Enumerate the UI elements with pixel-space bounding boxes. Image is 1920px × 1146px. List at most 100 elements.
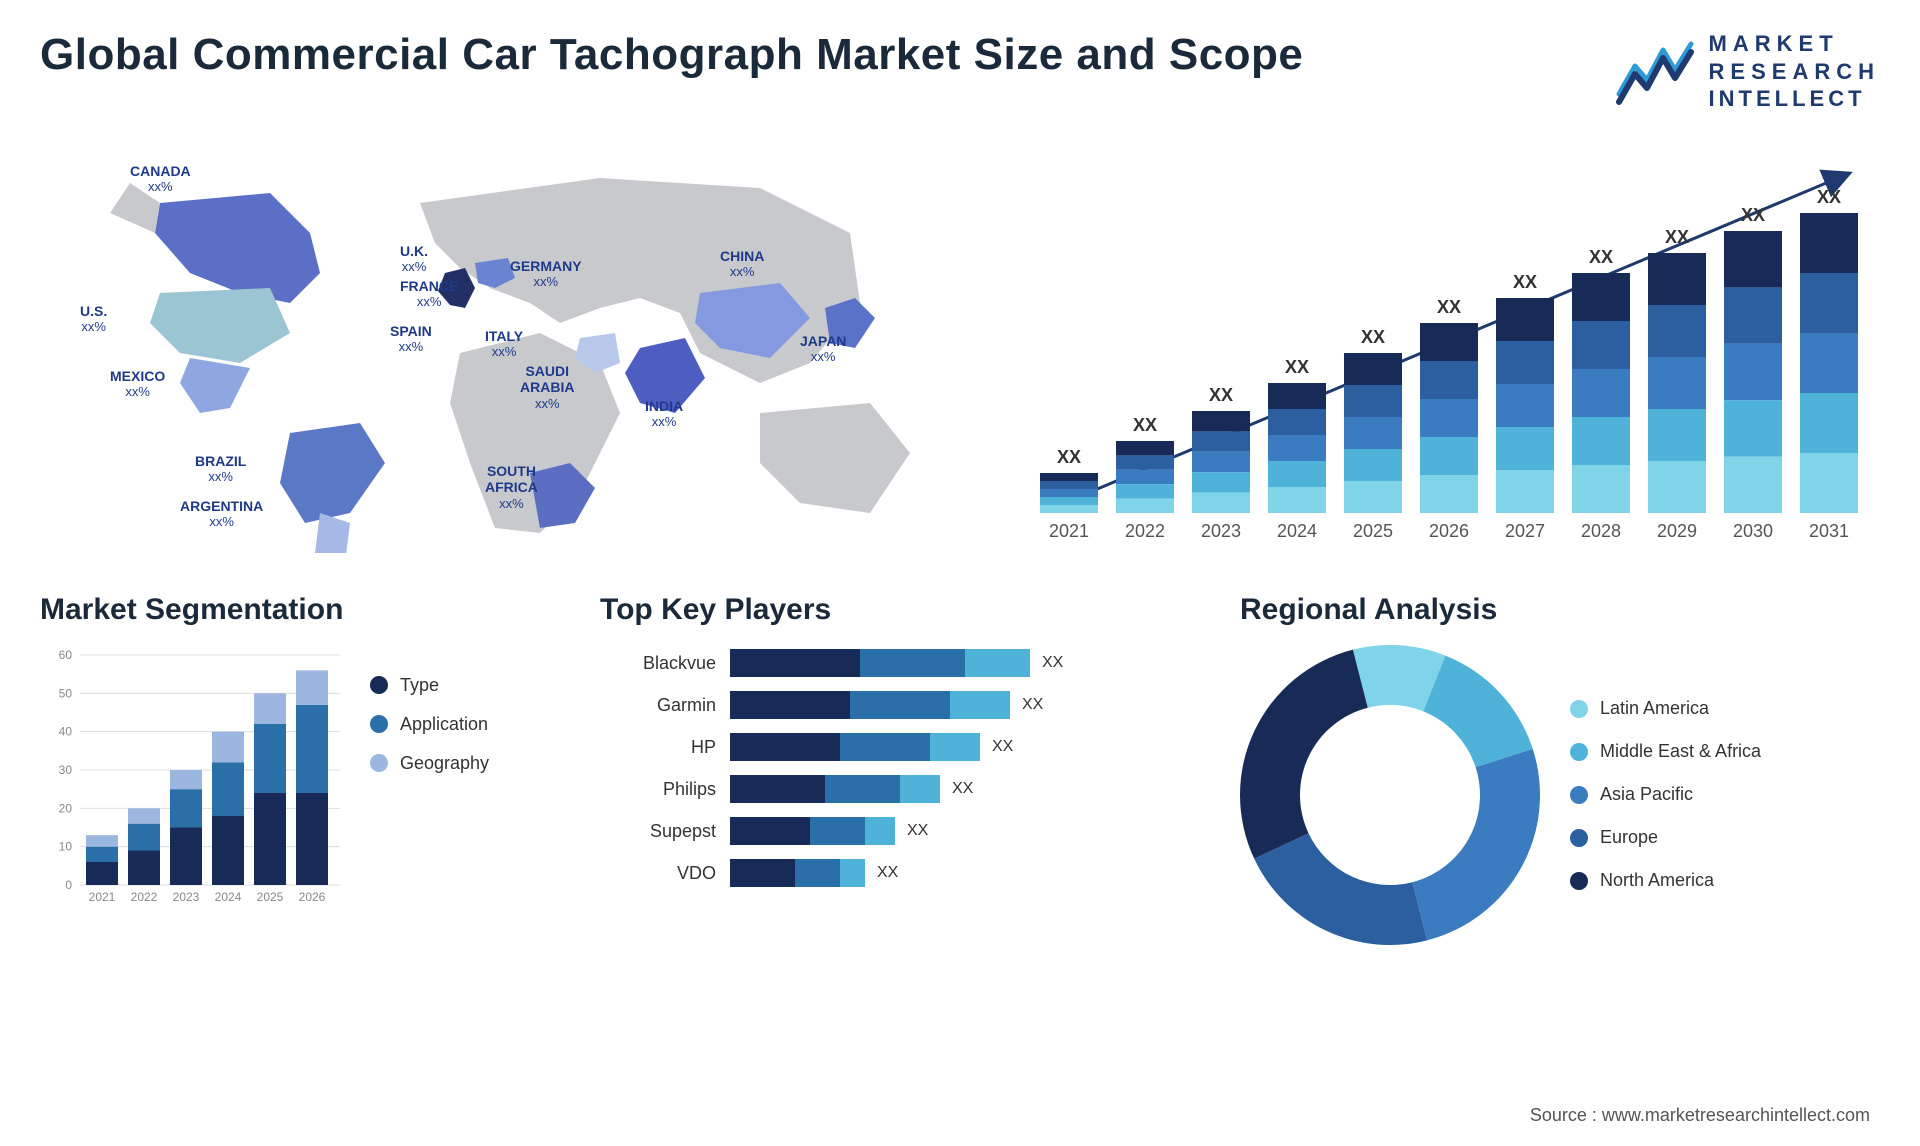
player-value: XX [1042,654,1063,672]
svg-text:2024: 2024 [215,890,242,904]
page-title: Global Commercial Car Tachograph Market … [40,30,1303,80]
segmentation-legend: Type Application Geography [370,645,489,905]
svg-text:2021: 2021 [89,890,116,904]
svg-text:XX: XX [1361,327,1385,347]
brand-line1: MARKET [1709,30,1880,58]
map-label-india: INDIAxx% [645,398,683,430]
players-labels: Blackvue Garmin HP Philips Supepst VDO [600,645,730,887]
legend-dot [1570,786,1588,804]
legend-label: Asia Pacific [1600,784,1693,805]
player-value: XX [907,822,928,840]
svg-text:XX: XX [1437,297,1461,317]
map-label-mexico: MEXICOxx% [110,368,165,400]
map-label-uk: U.K.xx% [400,243,428,275]
player-label-vdo: VDO [600,859,730,887]
region-legend-asia-pacific: Asia Pacific [1570,784,1761,805]
legend-label: Europe [1600,827,1658,848]
regional-legend: Latin America Middle East & Africa Asia Pa… [1570,698,1761,891]
svg-text:2022: 2022 [131,890,158,904]
player-value: XX [1022,696,1043,714]
svg-text:2022: 2022 [1125,521,1165,541]
svg-text:2030: 2030 [1733,521,1773,541]
legend-dot [370,754,388,772]
legend-dot [1570,700,1588,718]
map-label-canada: CANADAxx% [130,163,191,195]
svg-text:2026: 2026 [299,890,326,904]
map-label-spain: SPAINxx% [390,323,432,355]
seg-legend-type: Type [370,675,489,696]
svg-text:2021: 2021 [1049,521,1089,541]
svg-text:XX: XX [1057,447,1081,467]
svg-text:XX: XX [1285,357,1309,377]
map-label-saudiarabia: SAUDIARABIAxx% [520,363,574,412]
svg-text:2025: 2025 [1353,521,1393,541]
map-label-brazil: BRAZILxx% [195,453,246,485]
svg-text:2023: 2023 [1201,521,1241,541]
map-label-germany: GERMANYxx% [510,258,582,290]
segmentation-title: Market Segmentation [40,593,560,627]
svg-text:2023: 2023 [173,890,200,904]
legend-dot [1570,872,1588,890]
svg-text:2027: 2027 [1505,521,1545,541]
player-bar-blackvue: XX [730,649,1200,677]
svg-text:XX: XX [1513,272,1537,292]
svg-text:2026: 2026 [1429,521,1469,541]
svg-text:0: 0 [65,878,72,892]
svg-text:50: 50 [59,686,73,700]
legend-label: North America [1600,870,1714,891]
map-label-southafrica: SOUTHAFRICAxx% [485,463,538,512]
player-label-philips: Philips [600,775,730,803]
svg-text:2029: 2029 [1657,521,1697,541]
svg-text:10: 10 [59,839,73,853]
legend-label: Application [400,714,488,735]
map-label-argentina: ARGENTINAxx% [180,498,263,530]
regional-title: Regional Analysis [1240,593,1880,627]
svg-text:XX: XX [1665,227,1689,247]
legend-label: Type [400,675,439,696]
region-legend-middle-east---africa: Middle East & Africa [1570,741,1761,762]
player-label-supepst: Supepst [600,817,730,845]
brand-icon [1615,36,1695,106]
svg-text:2031: 2031 [1809,521,1849,541]
player-value: XX [992,738,1013,756]
svg-text:60: 60 [59,648,73,662]
segmentation-section: Market Segmentation 01020304050602021202… [40,593,560,945]
svg-text:XX: XX [1817,187,1841,207]
svg-text:XX: XX [1133,415,1157,435]
svg-text:XX: XX [1209,385,1233,405]
player-bar-philips: XX [730,775,1200,803]
legend-label: Latin America [1600,698,1709,719]
player-bar-vdo: XX [730,859,1200,887]
legend-dot [1570,743,1588,761]
legend-dot [370,715,388,733]
regional-section: Regional Analysis Latin America Middle Ea… [1240,593,1880,945]
legend-dot [370,676,388,694]
regional-donut [1240,645,1540,945]
player-label-hp: HP [600,733,730,761]
player-value: XX [952,780,973,798]
player-label-blackvue: Blackvue [600,649,730,677]
player-label-garmin: Garmin [600,691,730,719]
svg-text:30: 30 [59,763,73,777]
player-value: XX [877,864,898,882]
player-bar-supepst: XX [730,817,1200,845]
svg-text:2028: 2028 [1581,521,1621,541]
map-label-france: FRANCExx% [400,278,458,310]
source-footer: Source : www.marketresearchintellect.com [1530,1105,1870,1126]
growth-chart: XX 2021 XX 2022 XX 2023 XX 2024 XX 2025 XX 2026 XX 20… [1010,133,1880,553]
brand-logo: MARKET RESEARCH INTELLECT [1615,30,1880,113]
players-bars: XX XX XX XX XX XX [730,645,1200,887]
svg-text:XX: XX [1741,205,1765,225]
world-map: CANADAxx%U.S.xx%MEXICOxx%BRAZILxx%ARGENT… [40,133,980,553]
region-legend-latin-america: Latin America [1570,698,1761,719]
region-legend-europe: Europe [1570,827,1761,848]
seg-legend-geography: Geography [370,753,489,774]
players-section: Top Key Players Blackvue Garmin HP Philips S… [600,593,1200,945]
players-title: Top Key Players [600,593,1200,627]
svg-text:XX: XX [1589,247,1613,267]
player-bar-hp: XX [730,733,1200,761]
map-label-china: CHINAxx% [720,248,764,280]
map-label-japan: JAPANxx% [800,333,846,365]
map-label-italy: ITALYxx% [485,328,523,360]
svg-text:2024: 2024 [1277,521,1317,541]
